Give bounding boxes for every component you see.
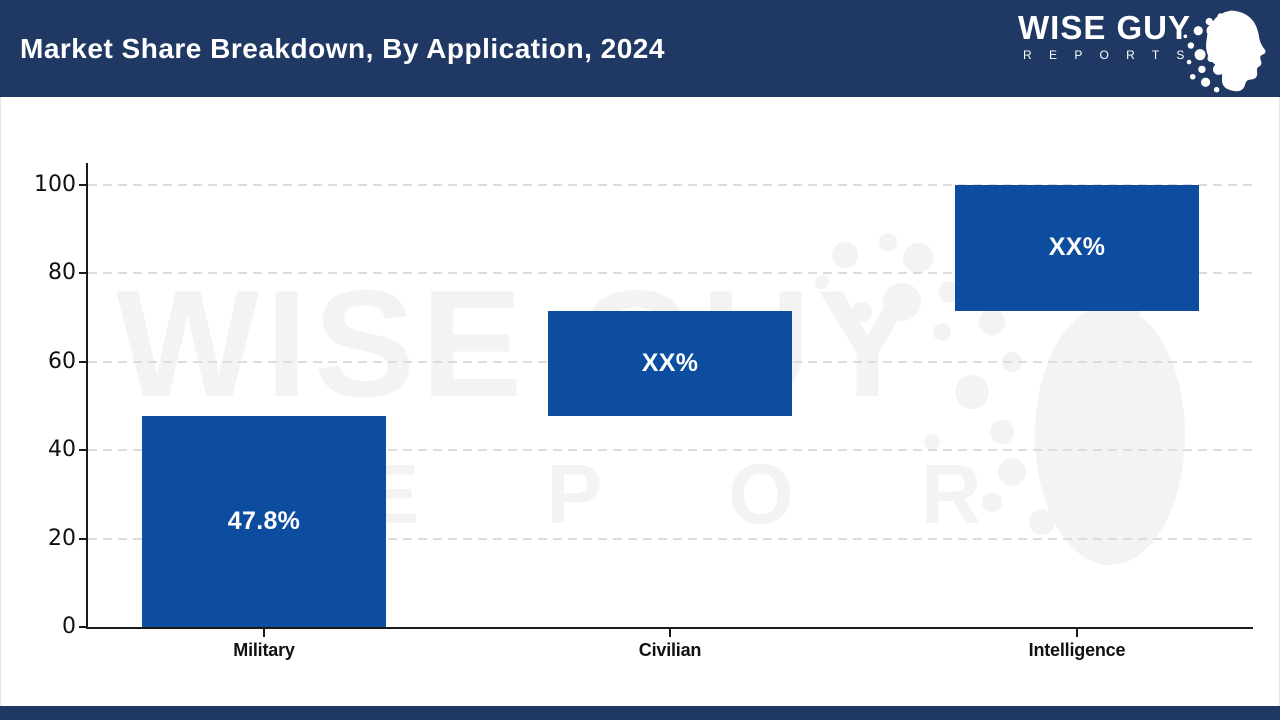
y-tick-label: 20 [48, 525, 76, 551]
logo-subtext: R E P O R T S [1023, 48, 1192, 62]
x-axis-tick [669, 629, 671, 637]
y-tick-label: 100 [34, 172, 76, 197]
y-tick-label: 60 [48, 348, 76, 374]
x-tick-label: Intelligence [1028, 640, 1126, 660]
y-axis-tick [79, 537, 87, 540]
x-axis-tick [263, 629, 265, 637]
bar-value-label: XX% [1048, 233, 1106, 262]
y-axis-tick [79, 184, 87, 186]
bar-value-label: XX% [641, 348, 699, 377]
gridline [88, 272, 1252, 275]
y-tick-label: 0 [62, 614, 76, 639]
logo-face-icon [1183, 10, 1266, 93]
header-bar: Market Share Breakdown, By Application, … [0, 0, 1280, 97]
logo-text: WISE GUY [1018, 9, 1192, 46]
y-axis-tick [79, 626, 87, 628]
footer-bar [0, 706, 1280, 720]
gridline [88, 449, 1252, 452]
y-axis-spine [86, 163, 88, 629]
gridline [88, 537, 1252, 540]
x-tick-label: Civilian [638, 640, 702, 660]
y-tick-label: 80 [48, 260, 76, 286]
wiseguy-logo: WISE GUY R E P O R T S [1018, 9, 1266, 93]
bar-value-label: 47.8% [227, 506, 301, 535]
page-title: Market Share Breakdown, By Application, … [20, 32, 665, 64]
x-axis-tick [1076, 629, 1078, 637]
y-tick-label: 40 [48, 437, 76, 463]
y-axis-tick [79, 449, 87, 452]
gridline [88, 184, 1252, 186]
x-tick-label: Military [233, 640, 295, 660]
y-axis-tick [79, 272, 87, 275]
bar-segment: XX% [548, 310, 792, 416]
bar-segment: XX% [955, 185, 1199, 311]
bar-segment: 47.8% [142, 415, 386, 627]
y-axis-tick [79, 360, 87, 363]
x-axis-spine [86, 627, 1253, 629]
